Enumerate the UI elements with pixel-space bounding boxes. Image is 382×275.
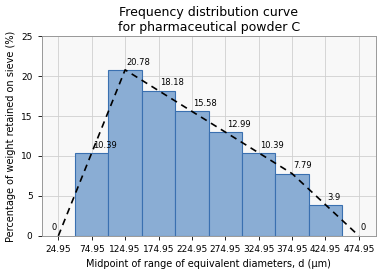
Title: Frequency distribution curve
for pharmaceutical powder C: Frequency distribution curve for pharmac… bbox=[118, 6, 299, 34]
Bar bbox=[108, 70, 142, 236]
Bar bbox=[209, 132, 242, 236]
Text: 12.99: 12.99 bbox=[227, 120, 250, 129]
Text: 3.9: 3.9 bbox=[327, 192, 340, 202]
Y-axis label: Percentage of weight retained on sieve (%): Percentage of weight retained on sieve (… bbox=[6, 30, 16, 242]
Text: 10.39: 10.39 bbox=[93, 141, 117, 150]
Text: 18.18: 18.18 bbox=[160, 78, 184, 87]
Bar bbox=[242, 153, 275, 236]
Bar bbox=[142, 90, 175, 236]
Bar bbox=[175, 111, 209, 236]
Text: 0: 0 bbox=[52, 223, 57, 232]
Bar bbox=[75, 153, 108, 236]
Bar bbox=[275, 174, 309, 236]
Text: 10.39: 10.39 bbox=[260, 141, 284, 150]
Bar bbox=[309, 205, 342, 236]
Text: 7.79: 7.79 bbox=[293, 161, 312, 170]
X-axis label: Midpoint of range of equivalent diameters, d (μm): Midpoint of range of equivalent diameter… bbox=[86, 259, 331, 270]
Text: 0: 0 bbox=[361, 223, 366, 232]
Text: 15.58: 15.58 bbox=[193, 99, 217, 108]
Text: 20.78: 20.78 bbox=[126, 58, 151, 67]
